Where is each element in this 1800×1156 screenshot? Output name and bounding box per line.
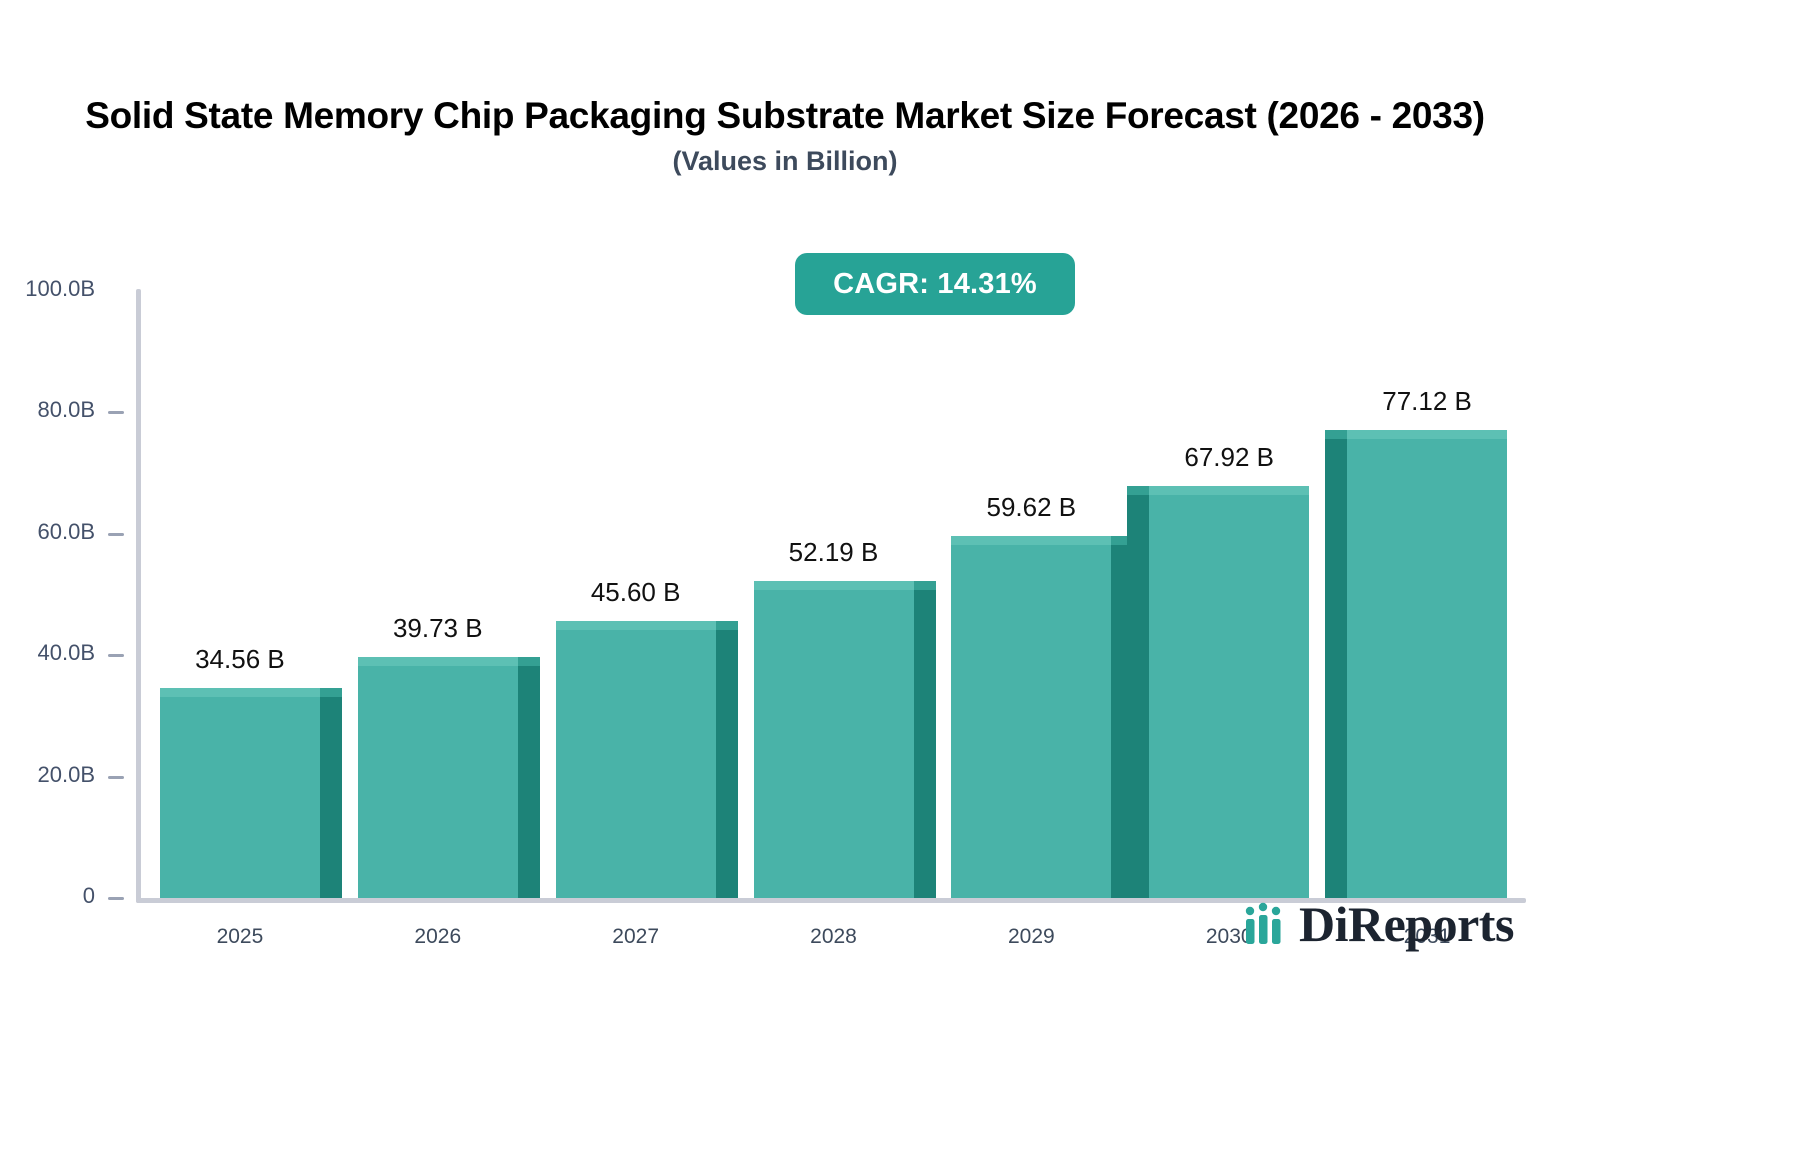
bar-value-label: 67.92 B: [1184, 441, 1275, 472]
y-axis-tick-mark: [108, 532, 124, 536]
chart-subtitle: (Values in Billion): [672, 146, 898, 176]
bar-top-bevel: [715, 621, 738, 631]
y-axis-tick-mark: [108, 654, 124, 658]
bar-value-label: 39.73 B: [392, 612, 483, 643]
x-axis-tick-label: 2025: [216, 925, 264, 948]
bar-top-bevel: [1127, 485, 1150, 495]
bar-top-face: [951, 536, 1112, 546]
bar-top-face: [1347, 429, 1508, 439]
bar-side-face: [1127, 494, 1150, 898]
bar-front-face: [951, 536, 1112, 898]
x-axis-tick-label: 2030: [1205, 925, 1253, 948]
y-axis-tick-mark: [108, 775, 124, 779]
bar-value-label: 59.62 B: [986, 492, 1077, 523]
bar-top-bevel: [913, 581, 936, 591]
x-axis-tick-label: 2029: [1007, 925, 1055, 948]
y-axis-tick-label: 40.0B: [37, 640, 96, 666]
bar-2029[interactable]: [951, 536, 1134, 898]
bar-2031[interactable]: [1325, 429, 1508, 898]
bar-front-face: [159, 688, 320, 898]
y-axis-tick-label: 0: [82, 883, 95, 908]
y-axis-tick-label: 80.0B: [37, 397, 96, 423]
y-axis-tick-label: 20.0B: [37, 761, 96, 787]
bar-side-face: [715, 630, 738, 898]
direports-logo: DiReports: [1243, 895, 1514, 953]
bar-front-face: [1149, 485, 1310, 898]
bar-2025[interactable]: [159, 688, 342, 898]
bar-top-bevel: [517, 656, 540, 666]
bar-chart-icon: [1245, 902, 1281, 944]
y-axis-tick-label: 60.0B: [37, 518, 96, 544]
bar-top-bevel: [1325, 429, 1348, 439]
x-axis: [136, 898, 1526, 903]
bar-top-bevel: [1111, 536, 1134, 546]
logo-text: DiReports: [1299, 896, 1514, 952]
y-axis-tick-mark: [108, 897, 124, 900]
bar-value-label: 77.12 B: [1382, 385, 1472, 416]
bar-top-face: [357, 656, 518, 666]
bar-2027[interactable]: [555, 621, 738, 898]
bar-front-face: [1347, 429, 1508, 898]
bar-2028[interactable]: [753, 581, 936, 898]
y-axis-tick-mark: [108, 411, 124, 415]
bar-front-face: [753, 581, 914, 898]
x-axis-tick-label: 2031: [1403, 925, 1451, 948]
y-axis-tick-label: 100.0B: [25, 276, 95, 301]
x-axis-tick-label: 2028: [810, 925, 857, 948]
bar-top-face: [753, 581, 914, 591]
x-axis-tick-label: 2026: [414, 925, 462, 948]
bar-top-face: [159, 688, 320, 698]
bar-front-face: [357, 656, 518, 898]
bar-2026[interactable]: [357, 656, 540, 898]
cagr-badge-label: CAGR: 14.31%: [833, 267, 1037, 300]
page-title: Solid State Memory Chip Packaging Substr…: [85, 95, 1485, 136]
bar-2030[interactable]: [1127, 485, 1310, 898]
x-axis-tick-label: 2027: [612, 925, 659, 948]
bar-top-bevel: [319, 688, 342, 698]
bar-top-face: [1149, 485, 1310, 495]
bar-value-label: 52.19 B: [788, 537, 879, 568]
bar-front-face: [555, 621, 716, 898]
bar-side-face: [319, 697, 342, 898]
bar-value-label: 45.60 B: [590, 577, 681, 608]
y-axis: [136, 289, 141, 903]
bar-side-face: [1325, 438, 1348, 898]
bar-side-face: [913, 590, 936, 898]
cagr-badge: CAGR: 14.31%: [795, 253, 1075, 315]
bar-top-face: [555, 621, 716, 631]
bar-side-face: [517, 665, 540, 898]
bar-value-label: 34.56 B: [195, 644, 285, 675]
